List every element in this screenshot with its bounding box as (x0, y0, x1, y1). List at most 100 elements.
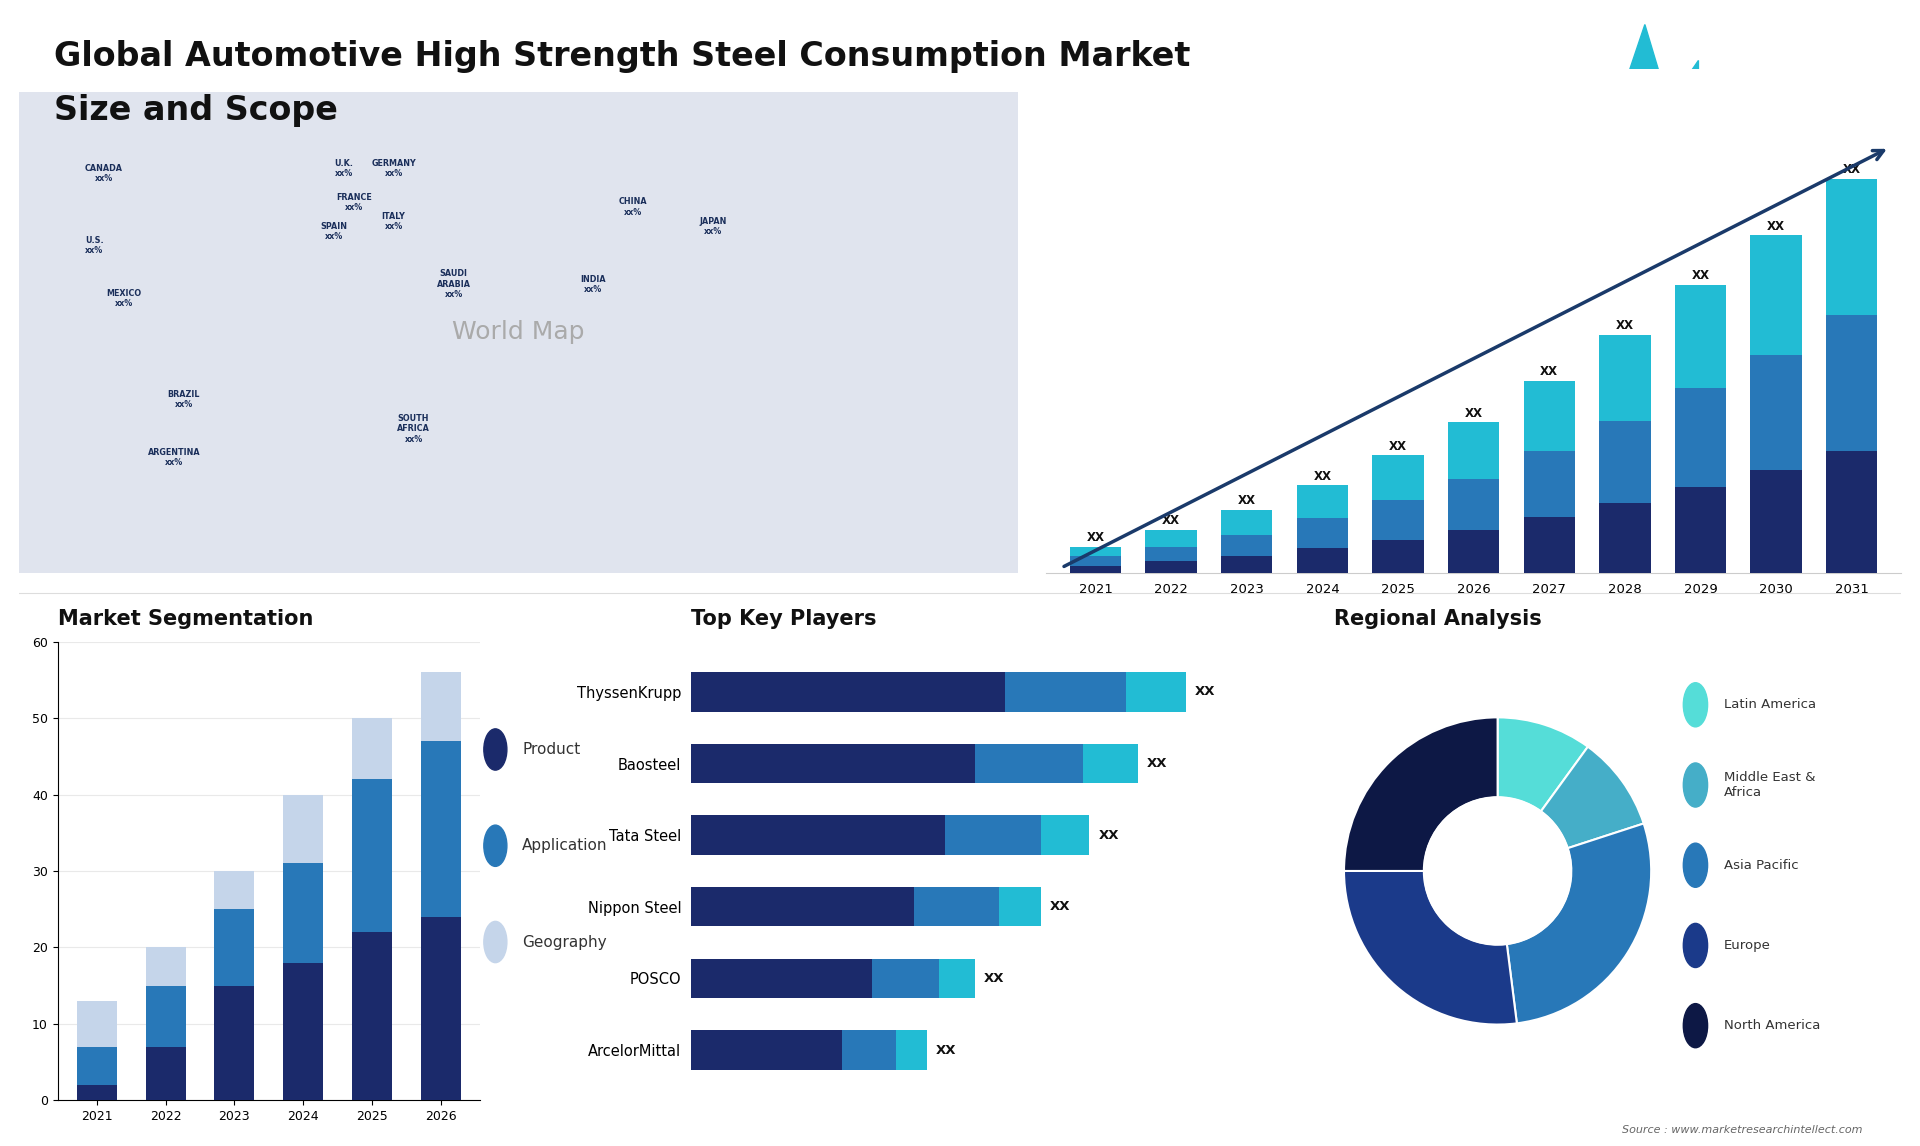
Bar (1373, 500, 1425, 540)
Text: Middle East &
Africa: Middle East & Africa (1724, 771, 1816, 799)
Bar (215, 909, 253, 986)
Text: XX: XX (1146, 758, 1167, 770)
Bar (1599, 421, 1651, 503)
Text: INTELLECT: INTELLECT (1776, 89, 1837, 100)
Bar (146, 986, 186, 1046)
Bar (77, 1000, 117, 1046)
Text: XX: XX (1766, 220, 1786, 233)
Text: U.S.
xx%: U.S. xx% (84, 236, 104, 256)
Circle shape (1425, 798, 1571, 944)
Text: XX: XX (1540, 366, 1559, 378)
Text: XX: XX (1194, 685, 1215, 698)
Text: XX: XX (1087, 531, 1104, 544)
Bar (1523, 517, 1574, 573)
Text: SPAIN
xx%: SPAIN xx% (321, 221, 348, 241)
Bar (843, 1030, 897, 1069)
Text: FRANCE
xx%: FRANCE xx% (336, 193, 372, 212)
Bar (77, 1046, 117, 1085)
Text: Geography: Geography (522, 934, 607, 950)
Bar (420, 917, 461, 1100)
Circle shape (1684, 843, 1707, 887)
Text: GERMANY
xx%: GERMANY xx% (371, 159, 417, 179)
Bar (914, 887, 998, 926)
Text: SOUTH
AFRICA
xx%: SOUTH AFRICA xx% (397, 414, 430, 444)
Bar (1674, 387, 1726, 487)
Bar (215, 986, 253, 1100)
Bar (420, 673, 461, 741)
Bar (1373, 455, 1425, 500)
Bar (1674, 487, 1726, 573)
Text: MEXICO
xx%: MEXICO xx% (106, 289, 142, 308)
Bar (1448, 529, 1500, 573)
Text: CHINA
xx%: CHINA xx% (618, 197, 647, 217)
Bar (284, 794, 323, 863)
Bar (1221, 510, 1273, 535)
Bar (1448, 479, 1500, 529)
Text: U.K.
xx%: U.K. xx% (334, 159, 353, 179)
Bar (1599, 335, 1651, 421)
Text: World Map: World Map (451, 321, 586, 344)
Text: XX: XX (1238, 494, 1256, 508)
Bar (1523, 380, 1574, 450)
Circle shape (484, 729, 507, 770)
Bar (77, 1085, 117, 1100)
Text: North America: North America (1724, 1019, 1820, 1033)
Bar (1004, 673, 1125, 712)
Text: Application: Application (522, 838, 609, 854)
Bar (1674, 285, 1726, 387)
Text: BRAZIL
xx%: BRAZIL xx% (167, 390, 200, 409)
Text: XX: XX (1388, 440, 1407, 453)
Polygon shape (1619, 24, 1668, 104)
Bar (351, 932, 392, 1100)
Bar (897, 1030, 927, 1069)
Bar (1826, 315, 1878, 450)
Text: RESEARCH: RESEARCH (1776, 63, 1837, 73)
Bar (1826, 179, 1878, 315)
Bar (1069, 557, 1121, 566)
Bar (939, 959, 975, 998)
Wedge shape (1507, 824, 1651, 1023)
Bar (872, 959, 939, 998)
Circle shape (484, 921, 507, 963)
Polygon shape (1668, 61, 1699, 104)
Bar (146, 948, 186, 986)
Circle shape (1684, 1004, 1707, 1047)
Bar (1221, 535, 1273, 557)
Text: Asia Pacific: Asia Pacific (1724, 858, 1799, 872)
Circle shape (1684, 924, 1707, 967)
Wedge shape (1542, 747, 1644, 848)
Text: Size and Scope: Size and Scope (54, 94, 338, 127)
Text: Product: Product (522, 741, 580, 758)
Text: XX: XX (1465, 407, 1482, 419)
Bar (691, 816, 945, 855)
Bar (1069, 566, 1121, 573)
Text: XX: XX (1843, 164, 1860, 176)
Bar (945, 816, 1041, 855)
Text: JAPAN
xx%: JAPAN xx% (699, 217, 728, 236)
Text: Global Automotive High Strength Steel Consumption Market: Global Automotive High Strength Steel Co… (54, 40, 1190, 73)
Bar (1296, 548, 1348, 573)
Bar (420, 741, 461, 917)
Bar (691, 744, 975, 783)
Bar (284, 963, 323, 1100)
Bar (1296, 518, 1348, 548)
Text: XX: XX (1098, 829, 1119, 841)
Wedge shape (1344, 871, 1517, 1025)
Bar (1373, 540, 1425, 573)
Bar (1751, 354, 1801, 470)
Text: Latin America: Latin America (1724, 698, 1816, 712)
Text: INDIA
xx%: INDIA xx% (580, 275, 607, 293)
Bar (1599, 503, 1651, 573)
Text: Europe: Europe (1724, 939, 1770, 952)
Circle shape (1684, 763, 1707, 807)
Bar (215, 871, 253, 909)
Text: XX: XX (1313, 470, 1331, 482)
Text: XX: XX (983, 972, 1004, 984)
Text: Top Key Players: Top Key Players (691, 609, 877, 628)
Bar (691, 673, 1004, 712)
Text: MARKET: MARKET (1776, 37, 1824, 47)
Text: XX: XX (1162, 515, 1181, 527)
Bar (1083, 744, 1139, 783)
Text: Regional Analysis: Regional Analysis (1334, 609, 1542, 628)
Text: ARGENTINA
xx%: ARGENTINA xx% (148, 448, 200, 468)
